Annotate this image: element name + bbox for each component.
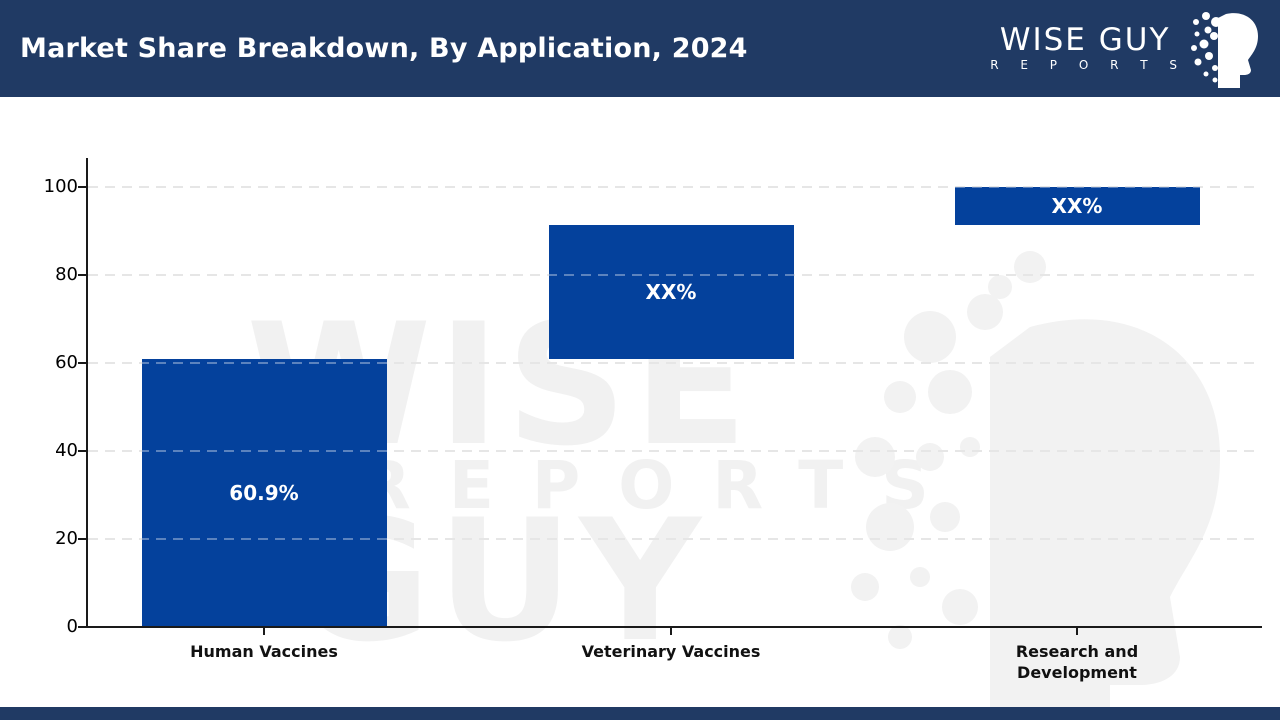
y-tick-label-60: 60: [55, 352, 78, 373]
bar-value-label-0: 60.9%: [229, 481, 299, 505]
gridline-overlay-100: [88, 186, 1258, 188]
brand-subtitle: R E P O R T S: [990, 58, 1186, 73]
page-title: Market Share Breakdown, By Application, …: [20, 33, 748, 64]
gridline-100: [88, 186, 1258, 188]
bar-segment-1: XX%: [548, 225, 794, 360]
y-tick-label-0: 0: [66, 616, 78, 637]
header-bar: Market Share Breakdown, By Application, …: [0, 0, 1280, 97]
x-tick-mark-2: [1076, 628, 1078, 635]
bar-value-label-1: XX%: [645, 280, 697, 305]
brand-logo: WISE GUY R E P O R T S: [984, 8, 1262, 88]
y-tick-mark-100: [78, 186, 86, 188]
bar-segment-0: 60.9%: [141, 359, 387, 627]
y-tick-label-100: 100: [43, 176, 78, 197]
footer-bar: [0, 707, 1280, 720]
gridline-40: [88, 450, 1258, 452]
y-tick-mark-0: [78, 626, 86, 628]
watermark-subtitle: REPORTS: [360, 447, 967, 524]
bar-segment-2: XX%: [954, 187, 1200, 226]
category-label-2: Research and Development: [1015, 642, 1139, 682]
gridline-overlay-40: [88, 450, 1258, 452]
gridline-overlay-20: [88, 538, 1258, 540]
brand-name: WISE GUY: [999, 21, 1171, 58]
gridline-20: [88, 538, 1258, 540]
gridline-overlay-60: [88, 362, 1258, 364]
category-label-0: Human Vaccines: [190, 642, 338, 661]
y-tick-mark-40: [78, 450, 86, 452]
watermark-face-icon: [851, 251, 1220, 707]
x-tick-mark-0: [263, 628, 265, 635]
brand-logo-text: WISE GUY R E P O R T S: [984, 24, 1186, 73]
category-label-1: Veterinary Vaccines: [581, 642, 761, 661]
gridline-overlay-80: [88, 274, 1258, 276]
wise-guy-face-icon: [1191, 12, 1258, 88]
plot-area: WISE GUY REPORTS 0 20 40 60 80 100 60.9% Human …: [0, 97, 1280, 707]
x-tick-mark-1: [670, 628, 672, 635]
y-axis-line: [86, 158, 88, 628]
x-axis-line: [86, 626, 1262, 628]
y-tick-label-80: 80: [55, 264, 78, 285]
y-tick-label-40: 40: [55, 440, 78, 461]
gridline-60: [88, 362, 1258, 364]
bar-value-label-2: XX%: [1051, 194, 1103, 219]
y-tick-mark-80: [78, 274, 86, 276]
y-tick-label-20: 20: [55, 528, 78, 549]
y-tick-mark-60: [78, 362, 86, 364]
y-tick-mark-20: [78, 538, 86, 540]
